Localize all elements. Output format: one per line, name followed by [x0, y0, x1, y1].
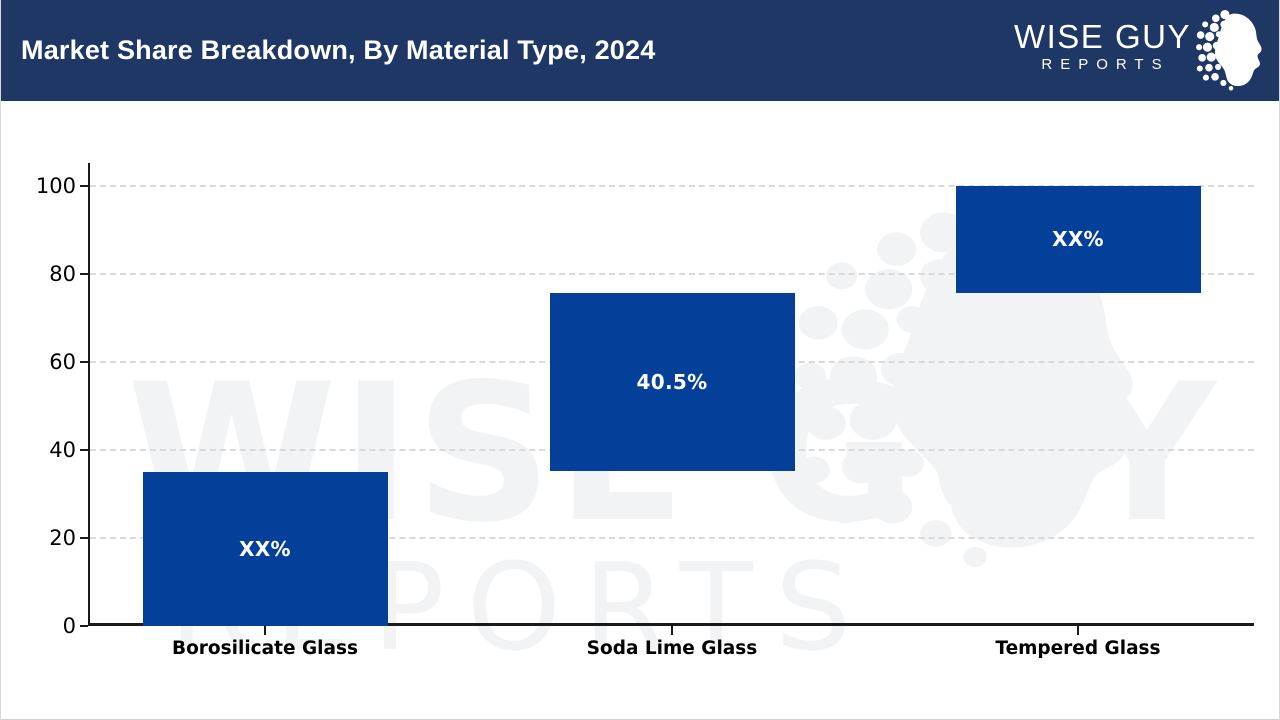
x-tick-mark	[1077, 626, 1079, 635]
x-axis-line	[88, 623, 1254, 626]
bar-value-label: XX%	[239, 536, 291, 561]
x-tick-mark	[671, 626, 673, 635]
gridline	[90, 272, 1254, 275]
wiseguy-logo: WISE GUY REPORTS	[1014, 9, 1269, 93]
logo-reports-text: REPORTS	[1041, 56, 1170, 74]
y-tick-mark	[80, 272, 88, 275]
x-category-label: Borosilicate Glass	[172, 638, 358, 659]
y-tick-label: 40	[49, 437, 76, 462]
page-title: Market Share Breakdown, By Material Type…	[21, 35, 656, 65]
gridline	[90, 184, 1254, 187]
bar-segment: 40.5%	[549, 293, 795, 472]
y-tick-mark	[80, 360, 88, 363]
x-category-label: Soda Lime Glass	[586, 638, 758, 659]
x-category-label: Tempered Glass	[995, 638, 1161, 659]
y-tick-label: 60	[49, 349, 76, 374]
y-tick-label: 20	[49, 525, 76, 550]
gridline	[90, 536, 1254, 539]
logo-brand-text: WISE GUY	[1013, 18, 1191, 55]
y-axis-line	[88, 163, 90, 626]
y-tick-mark	[80, 624, 88, 627]
x-tick-mark	[264, 626, 266, 635]
logo-text-block: WISE GUY REPORTS	[1013, 18, 1191, 74]
header-bar: Market Share Breakdown, By Material Type…	[1, 0, 1279, 101]
y-tick-label: 80	[49, 261, 76, 286]
y-tick-mark	[80, 184, 88, 187]
bar-segment: XX%	[142, 471, 388, 626]
y-tick-label: 100	[35, 173, 76, 198]
bar-value-label: 40.5%	[636, 370, 708, 395]
y-tick-mark	[80, 536, 88, 539]
y-tick-mark	[80, 448, 88, 451]
bar-segment: XX%	[955, 185, 1201, 294]
bar-value-label: XX%	[1052, 227, 1104, 252]
y-tick-label: 0	[62, 613, 76, 638]
